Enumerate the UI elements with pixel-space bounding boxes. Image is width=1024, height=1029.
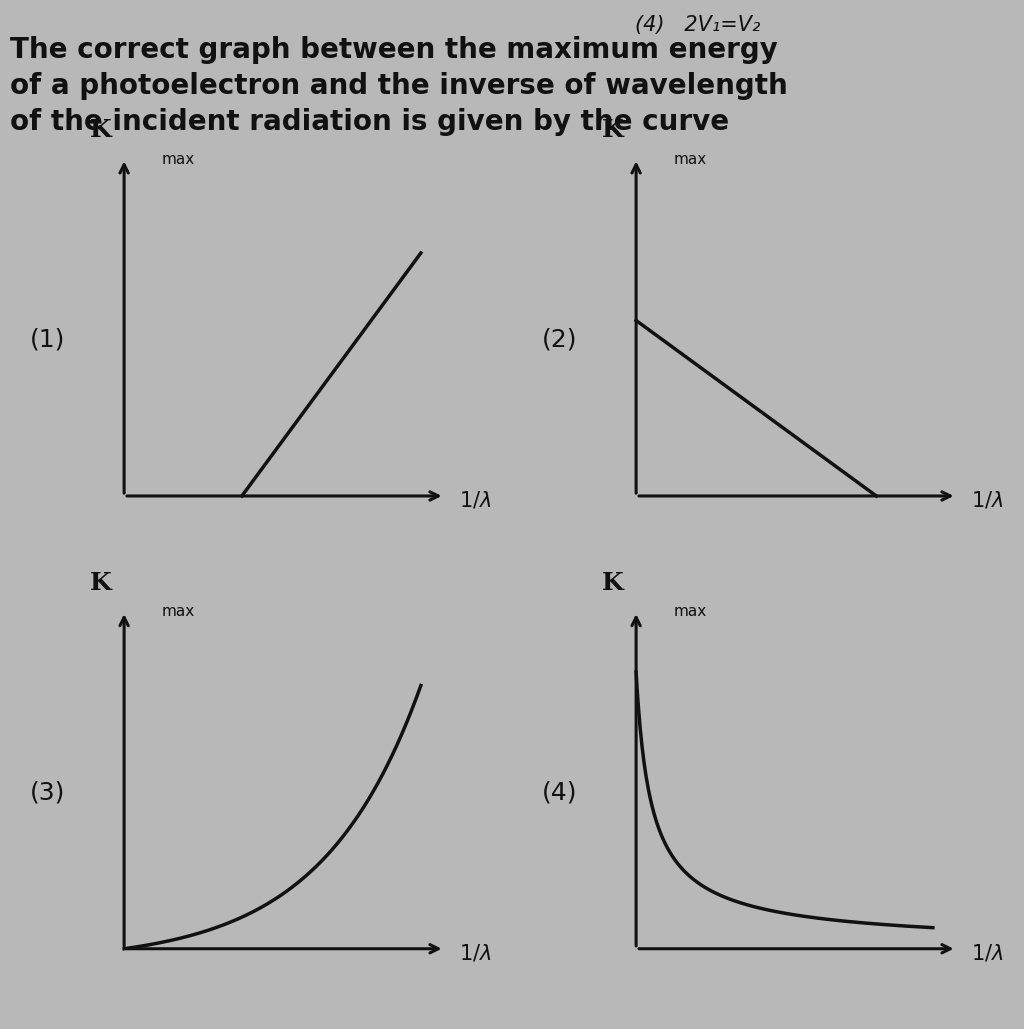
Text: K: K	[602, 571, 624, 595]
Text: max: max	[674, 604, 707, 619]
Text: of the incident radiation is given by the curve: of the incident radiation is given by th…	[10, 108, 729, 136]
Text: (2): (2)	[542, 327, 578, 352]
Text: $1/\lambda$: $1/\lambda$	[971, 943, 1004, 963]
Text: (3): (3)	[30, 780, 66, 805]
Text: (1): (1)	[30, 327, 66, 352]
Text: $1/\lambda$: $1/\lambda$	[459, 943, 492, 963]
Text: (4)   2V₁=V₂: (4) 2V₁=V₂	[635, 15, 760, 35]
Text: max: max	[674, 151, 707, 167]
Text: max: max	[162, 604, 195, 619]
Text: K: K	[90, 118, 112, 142]
Text: of a photoelectron and the inverse of wavelength: of a photoelectron and the inverse of wa…	[10, 72, 788, 100]
Text: $1/\lambda$: $1/\lambda$	[459, 490, 492, 510]
Text: The correct graph between the maximum energy: The correct graph between the maximum en…	[10, 36, 778, 64]
Text: K: K	[602, 118, 624, 142]
Text: $1/\lambda$: $1/\lambda$	[971, 490, 1004, 510]
Text: (4): (4)	[542, 780, 578, 805]
Text: K: K	[90, 571, 112, 595]
Text: max: max	[162, 151, 195, 167]
